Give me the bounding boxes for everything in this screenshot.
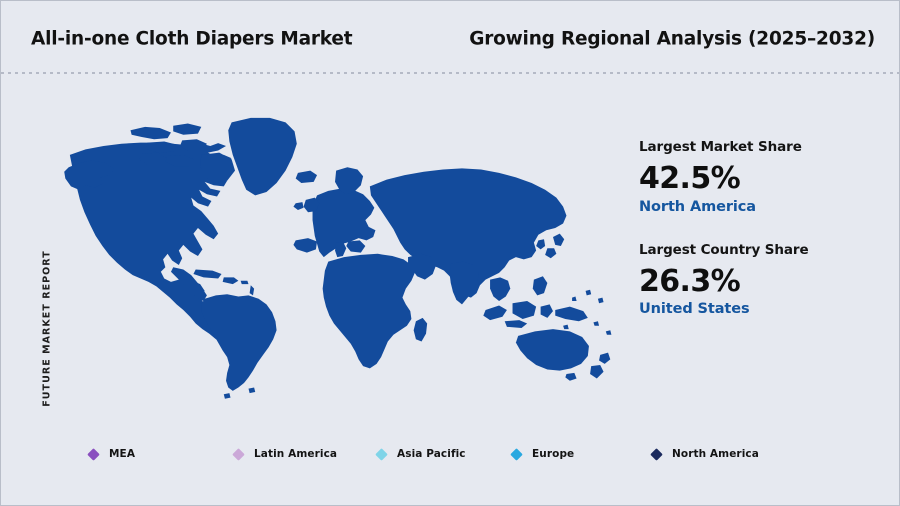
header-subtitle: Growing Regional Analysis (2025–2032) <box>469 28 875 50</box>
header-divider <box>1 72 899 74</box>
region-borneo <box>512 301 537 319</box>
legend-diamond-icon-europe <box>510 447 523 461</box>
region-arabia <box>408 253 437 280</box>
region-hispaniola <box>222 277 239 285</box>
region-italy <box>335 241 347 258</box>
region-sumatra <box>483 305 507 321</box>
region-southeast-asia <box>490 277 511 301</box>
region-australia <box>515 329 589 371</box>
region-tasmania <box>565 372 577 381</box>
region-greenland <box>228 117 297 196</box>
region-victoria-island <box>139 152 167 166</box>
region-japan <box>552 233 565 246</box>
region-java <box>504 320 528 328</box>
stat-label-market-share: Largest Market Share <box>639 139 802 155</box>
legend-item-mea: MEA <box>87 447 136 461</box>
legend-label-north-america: North America <box>672 448 759 460</box>
region-iceland <box>295 170 318 184</box>
map-legend: MEA Latin America Asia Pacific Europe No… <box>87 447 789 470</box>
world-map <box>63 101 625 401</box>
region-europe <box>312 188 376 258</box>
region-pacific-islands <box>563 289 612 335</box>
legend-label-mea: MEA <box>109 448 136 460</box>
stat-region-market-share: North America <box>639 198 756 215</box>
region-south-america <box>201 294 277 391</box>
legend-diamond-icon-asia-pacific <box>375 447 388 461</box>
legend-item-latin-america: Latin America <box>232 447 338 461</box>
region-central-america <box>170 267 207 301</box>
region-scandinavia <box>335 167 364 195</box>
region-asia <box>369 168 567 298</box>
legend-item-europe: Europe <box>510 447 575 461</box>
region-new-zealand-south <box>590 365 604 379</box>
region-new-zealand-north <box>599 352 611 364</box>
region-lesser-antilles <box>249 285 255 296</box>
region-japan-south <box>545 248 557 259</box>
legend-diamond-icon-north-america <box>650 447 663 461</box>
region-arctic-island-5 <box>165 154 194 167</box>
region-sulawesi <box>540 304 553 318</box>
stat-region-country-share: United States <box>639 301 750 318</box>
stat-block-market-share: Largest Market Share 42.5% North America <box>639 139 887 215</box>
legend-item-asia-pacific: Asia Pacific <box>375 447 466 461</box>
legend-item-north-america: North America <box>650 447 759 461</box>
region-philippines <box>532 276 548 296</box>
region-ireland <box>293 202 304 210</box>
region-alaska <box>64 160 114 190</box>
stat-label-country-share: Largest Country Share <box>639 241 809 258</box>
legend-label-latin-america: Latin America <box>254 448 338 460</box>
region-korea <box>536 239 546 250</box>
map-landmasses <box>64 117 612 399</box>
region-puerto-rico <box>240 280 249 285</box>
legend-diamond-icon-mea <box>87 447 100 461</box>
stats-panel: Largest Market Share 42.5% North America… <box>639 139 887 317</box>
page-title: All-in-one Cloth Diapers Market <box>31 28 353 50</box>
region-canadian-arctic <box>130 126 171 140</box>
world-map-svg <box>63 101 625 401</box>
stat-value-country-share: 26.3% <box>639 263 741 299</box>
region-new-guinea <box>555 306 588 322</box>
region-madagascar <box>413 317 428 342</box>
region-arctic-island-4 <box>179 139 207 151</box>
region-africa <box>322 253 415 369</box>
region-iberia <box>293 238 318 253</box>
region-southern-islands <box>223 387 256 399</box>
region-india <box>449 261 479 305</box>
legend-label-europe: Europe <box>532 448 575 460</box>
region-balkans <box>346 240 366 253</box>
region-arctic-island-3 <box>146 141 178 153</box>
region-british-isles <box>303 197 320 213</box>
region-cuba <box>193 269 222 279</box>
header: All-in-one Cloth Diapers Market Growing … <box>1 1 899 74</box>
region-north-america <box>69 142 241 351</box>
region-arctic-island-2 <box>173 123 202 135</box>
region-baffin-island <box>200 152 236 184</box>
legend-label-asia-pacific: Asia Pacific <box>397 448 466 460</box>
stat-block-country-share: Largest Country Share 26.3% United State… <box>639 242 887 318</box>
brand-watermark-label: FUTURE MARKET REPORT <box>41 250 53 407</box>
stat-value-market-share: 42.5% <box>639 161 741 196</box>
legend-diamond-icon-latin-america <box>232 447 245 461</box>
